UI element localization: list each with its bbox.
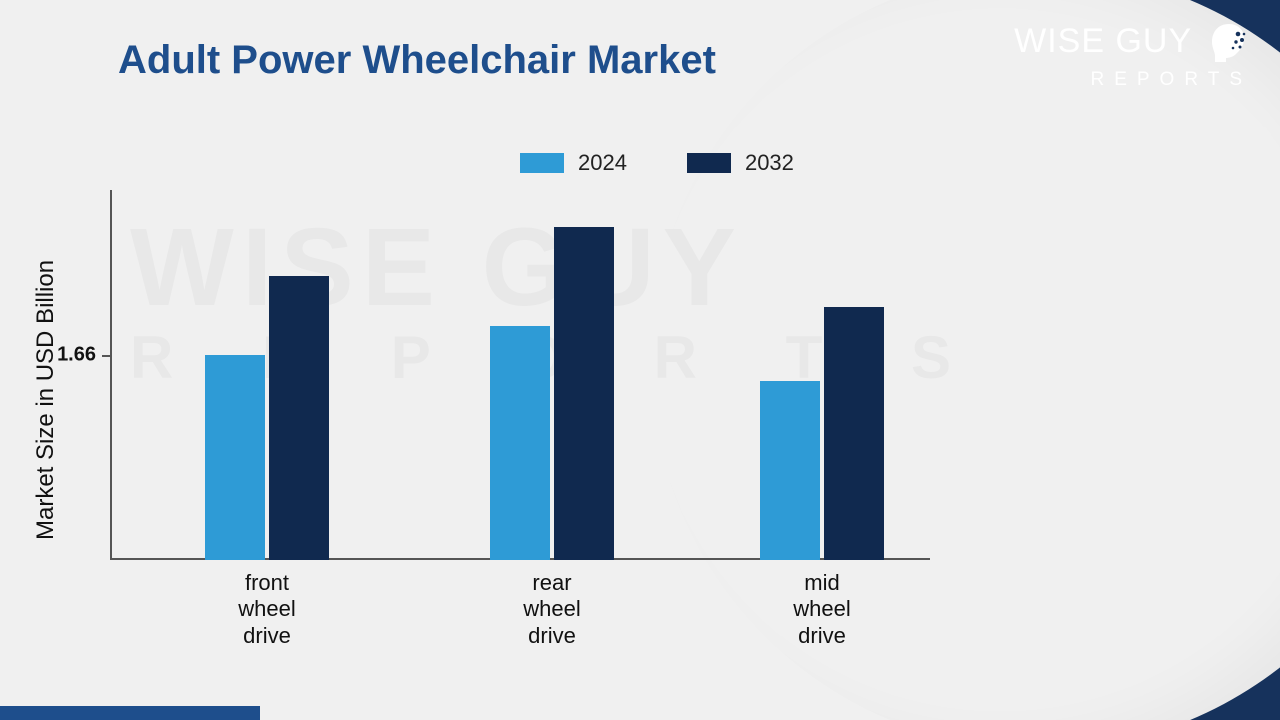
legend-label-2024: 2024 [578,150,627,176]
legend-swatch-2024 [520,153,564,173]
bottom-accent-bar [0,706,260,720]
bar-2024 [490,326,550,560]
bar-group: mid wheel drive [760,307,884,560]
bar-group: rear wheel drive [490,227,614,560]
chart-title: Adult Power Wheelchair Market [118,38,716,83]
category-label: front wheel drive [238,570,295,649]
brand-logo: WISE GUY REPORTS [1014,20,1252,89]
bar-2032 [824,307,884,560]
legend-item-2024: 2024 [520,150,627,176]
legend: 2024 2032 [520,150,794,176]
y-tick [102,355,110,357]
bar-group: front wheel drive [205,276,329,560]
y-axis [110,190,112,560]
bar-2024 [205,355,265,560]
bar-2032 [269,276,329,560]
head-icon [1206,20,1252,66]
legend-swatch-2032 [687,153,731,173]
bar-2024 [760,381,820,560]
y-axis-label: Market Size in USD Billion [32,260,60,540]
category-label: rear wheel drive [523,570,580,649]
legend-item-2032: 2032 [687,150,794,176]
brand-line2: REPORTS [1014,70,1252,89]
brand-line1: WISE GUY [1014,22,1191,60]
y-tick-label: 1.66 [57,344,96,367]
bar-2032 [554,227,614,560]
plot-area: 1.66front wheel driverear wheel drivemid… [110,190,930,560]
legend-label-2032: 2032 [745,150,794,176]
infographic-canvas: WISE GUY REPORTS Adult Power Wheelchair … [0,0,1280,720]
category-label: mid wheel drive [793,570,850,649]
